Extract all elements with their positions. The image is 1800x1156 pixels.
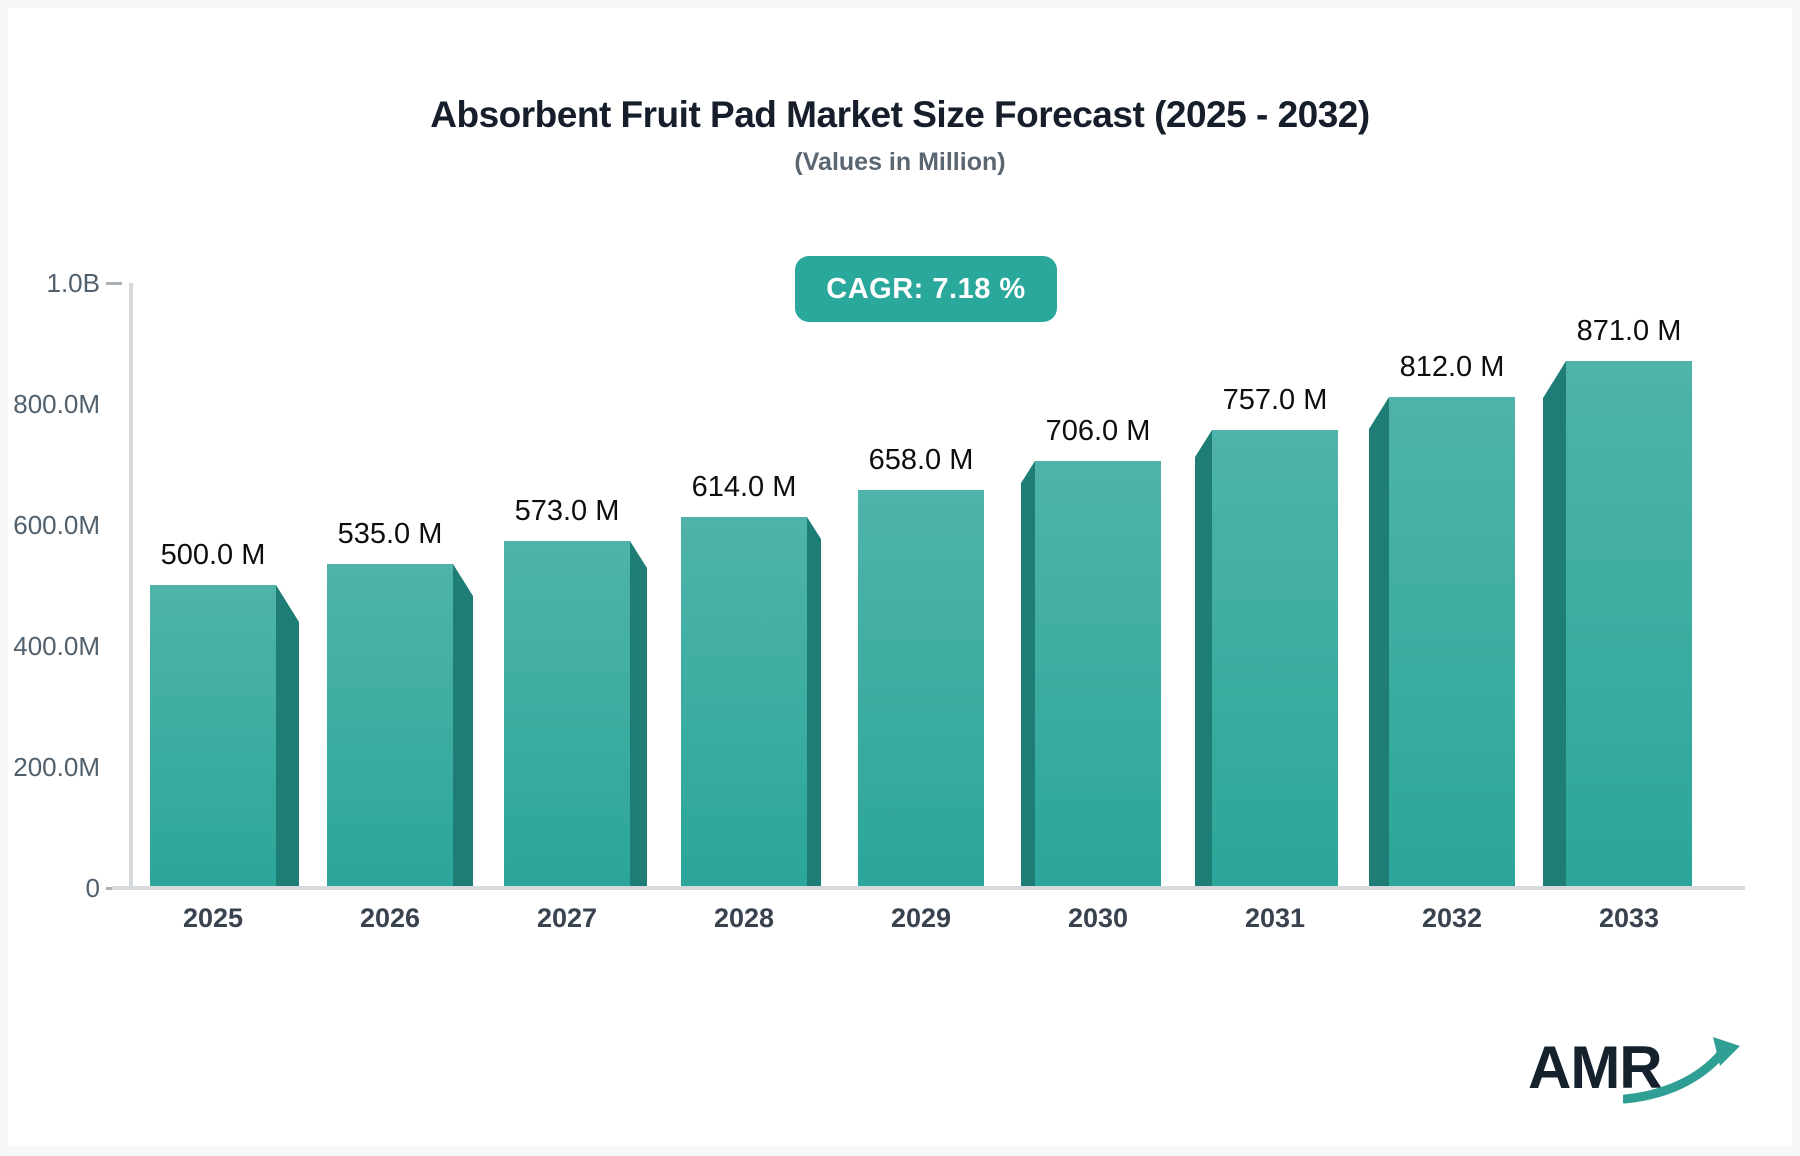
x-axis-label: 2031 [1244, 903, 1306, 933]
bar [1543, 361, 1692, 888]
bar-face [504, 541, 630, 888]
bar [327, 564, 473, 888]
x-axis-label: 2025 [182, 903, 244, 933]
bar-face [681, 517, 807, 888]
chart-title: Absorbent Fruit Pad Market Size Forecast… [430, 94, 1370, 135]
cagr-badge: CAGR: 7.18 % [795, 256, 1057, 322]
bar-value-label: 871.0 M [1576, 315, 1682, 347]
brand-logo-text: AMR [1528, 1034, 1663, 1101]
bar [1021, 461, 1161, 888]
brand-logo-arrow-icon [1623, 1037, 1740, 1104]
x-axis-label: 2027 [536, 903, 598, 933]
bar-value-label: 658.0 M [868, 444, 974, 476]
bar-side-3d [630, 541, 647, 888]
bar-value-label: 757.0 M [1222, 384, 1328, 416]
bar-value-label: 812.0 M [1399, 351, 1505, 383]
bar-side-3d [1369, 397, 1389, 888]
x-axis-label: 2029 [890, 903, 952, 933]
y-axis-tick-dash [106, 282, 122, 285]
bar [1195, 430, 1338, 888]
bar-side-3d [1543, 361, 1566, 888]
y-axis-label: 1.0B [46, 268, 101, 298]
x-axis-label: 2032 [1421, 903, 1483, 933]
y-axis-label: 600.0M [13, 510, 100, 540]
x-axis-label: 2030 [1067, 903, 1129, 933]
bar-side-3d [1021, 461, 1035, 888]
y-axis-label: 200.0M [13, 752, 100, 782]
brand-logo: AMR [1528, 1033, 1748, 1123]
x-axis-label: 2033 [1598, 903, 1660, 933]
bar [858, 490, 984, 888]
x-axis-line [112, 886, 1745, 890]
bar [1369, 397, 1515, 888]
bar-face [1212, 430, 1338, 888]
bar-side-3d [807, 517, 821, 888]
y-axis-label: 400.0M [13, 631, 100, 661]
y-axis-label: 800.0M [13, 389, 100, 419]
bar-face [1035, 461, 1161, 888]
y-axis-label: 0 [85, 873, 100, 903]
bar [681, 517, 821, 888]
bar-side-3d [1195, 430, 1212, 888]
bar-value-label: 706.0 M [1045, 415, 1151, 447]
bar-value-label: 500.0 M [160, 539, 266, 571]
bar-value-label: 614.0 M [691, 471, 797, 503]
bar-face [1389, 397, 1515, 888]
bar-face [327, 564, 453, 888]
x-axis-label: 2026 [359, 903, 421, 933]
bar [504, 541, 647, 888]
bar-value-label: 573.0 M [514, 495, 620, 527]
bar-face [858, 490, 984, 888]
bar-value-label: 535.0 M [337, 518, 443, 550]
bar [150, 585, 299, 888]
bar-side-3d [276, 585, 299, 888]
bar-face [150, 585, 276, 888]
bar-face [1566, 361, 1692, 888]
x-axis-label: 2028 [713, 903, 775, 933]
bar-side-3d [453, 564, 473, 888]
y-axis-line [129, 283, 133, 888]
chart-subtitle: (Values in Million) [794, 148, 1006, 176]
